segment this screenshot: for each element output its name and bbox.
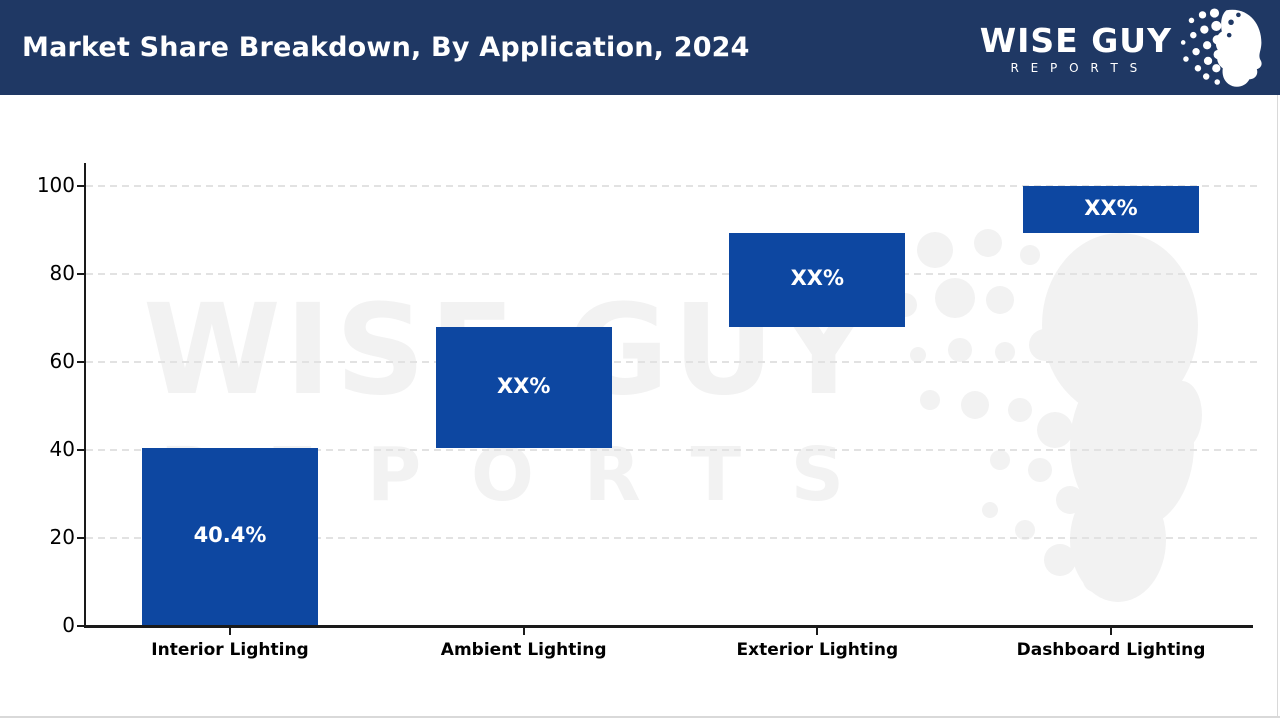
x-tickmark: [522, 627, 525, 635]
bar-exterior-lighting: [729, 233, 906, 327]
bar-value-label: 40.4%: [193, 523, 267, 548]
y-axis-line: [84, 163, 86, 628]
frame-border-bottom: [0, 716, 1280, 718]
header: Market Share Breakdown, By Application, …: [0, 0, 1280, 95]
y-axis-tick-label: 80: [49, 261, 75, 285]
bar-value-label: XX%: [1084, 195, 1138, 220]
y-tickmark-80: [77, 273, 85, 275]
y-tickmark-40: [77, 449, 85, 451]
y-tickmark-100: [77, 185, 85, 187]
frame-border-right: [1277, 95, 1278, 717]
page-title: Market Share Breakdown, By Application, …: [22, 32, 750, 63]
logo-head-icon: [1180, 7, 1262, 87]
logo-text: WISE GUY R E P O R T S: [980, 24, 1172, 75]
bar-value-label: XX%: [790, 265, 845, 290]
gridline-100: [86, 185, 1257, 187]
bar-value-label: XX%: [496, 373, 551, 398]
gridline-20: [86, 537, 1257, 539]
logo: WISE GUY R E P O R T S: [980, 5, 1266, 91]
x-axis-line: [84, 625, 1253, 628]
x-axis-category-label: Interior Lighting: [151, 640, 309, 660]
y-tickmark-60: [77, 361, 85, 363]
gridline-80: [86, 273, 1257, 275]
bar-dashboard-lighting: [1023, 186, 1199, 234]
y-axis-tick-label: 20: [49, 525, 75, 549]
x-axis-category-label: Dashboard Lighting: [1016, 640, 1206, 660]
y-axis-tick-label: 100: [36, 173, 75, 197]
y-axis-tick-label: 60: [49, 349, 75, 373]
logo-wordmark: WISE GUY: [979, 21, 1172, 60]
logo-subtitle: R E P O R T S: [1010, 61, 1142, 75]
x-tickmark: [229, 627, 231, 635]
gridline-60: [86, 361, 1257, 363]
x-tickmark: [816, 627, 819, 635]
bar-ambient-lighting: [435, 326, 612, 449]
gridline-40: [86, 449, 1257, 451]
y-tickmark-0: [77, 625, 85, 627]
y-axis-tick-label: 0: [62, 613, 75, 637]
watermark-head-icon: [893, 229, 1202, 602]
y-tickmark-20: [77, 537, 85, 539]
x-axis-category-label: Exterior Lighting: [736, 640, 899, 660]
y-axis-tick-label: 40: [49, 437, 75, 461]
x-axis-category-label: Ambient Lighting: [440, 640, 607, 660]
x-tickmark: [1110, 627, 1112, 635]
bar-interior-lighting: [142, 448, 318, 626]
